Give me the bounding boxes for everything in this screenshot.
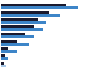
- Bar: [1, 14, 60, 16]
- Bar: [1, 55, 5, 57]
- Bar: [1, 47, 8, 50]
- Bar: [1, 43, 29, 46]
- Bar: [1, 25, 34, 28]
- Bar: [1, 50, 17, 53]
- Bar: [1, 28, 43, 31]
- Bar: [1, 4, 66, 6]
- Bar: [1, 36, 34, 38]
- Bar: [1, 11, 49, 14]
- Bar: [1, 62, 4, 65]
- Bar: [1, 21, 46, 24]
- Bar: [1, 65, 6, 67]
- Bar: [1, 33, 25, 36]
- Bar: [1, 6, 78, 9]
- Bar: [1, 18, 38, 21]
- Bar: [1, 40, 17, 43]
- Bar: [1, 57, 8, 60]
